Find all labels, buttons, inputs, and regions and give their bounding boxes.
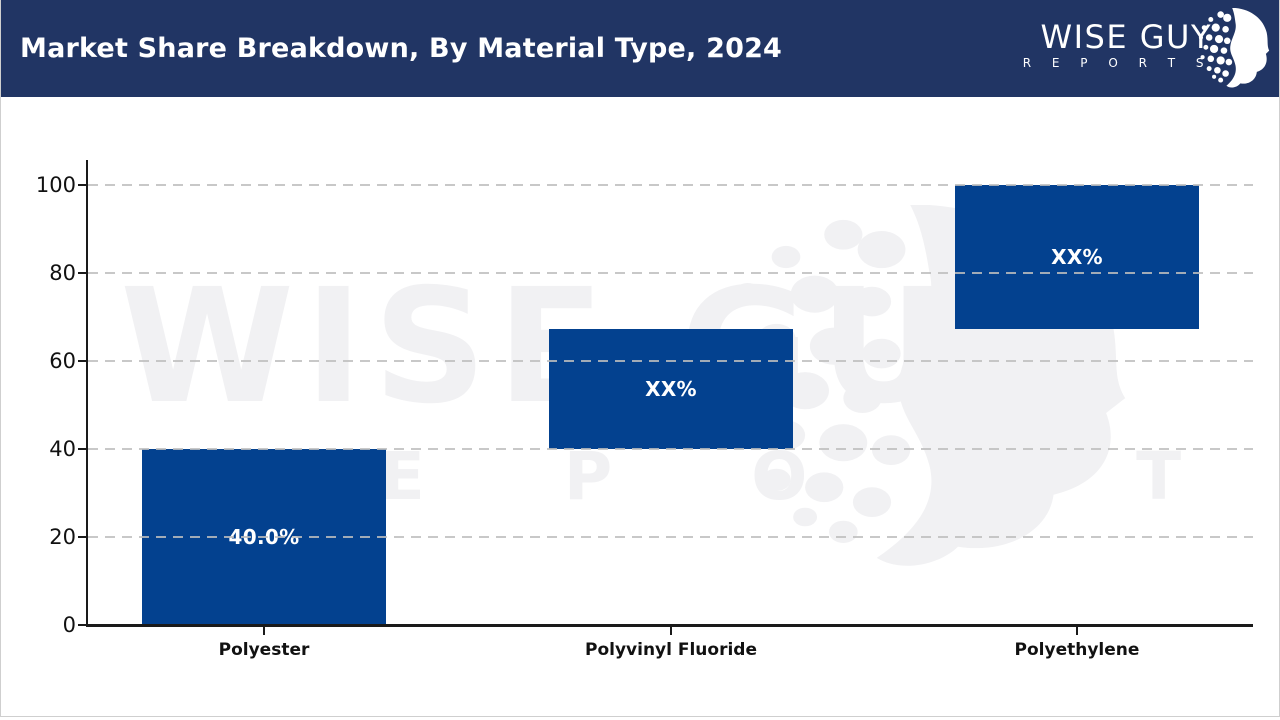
x-tick-mark-1 [670, 627, 672, 635]
bar-value-label: XX% [645, 376, 697, 401]
logo-wordmark: WISE GUY [1040, 18, 1212, 56]
y-tick-mark-0 [78, 624, 86, 626]
y-tick-mark-20 [78, 536, 86, 538]
logo-face-icon [1198, 8, 1270, 88]
y-tick-label-40: 40 [49, 437, 76, 461]
y-tick-mark-80 [78, 272, 86, 274]
chart-plot-area: 40.0% XX% XX% 0 20 40 60 80 100 Polyester Polyviny… [0, 97, 1280, 720]
category-label-1: Polyvinyl Fluoride [584, 640, 758, 660]
y-tick-mark-100 [78, 184, 86, 186]
wise-guy-reports-logo: WISE GUY R E P O R T S [1023, 6, 1270, 94]
logo-text: WISE GUY R E P O R T S [1023, 20, 1212, 70]
y-axis-line [86, 160, 88, 627]
y-tick-label-80: 80 [49, 261, 76, 285]
logo-subtitle: R E P O R T S [1022, 56, 1212, 70]
y-tick-label-20: 20 [49, 525, 76, 549]
y-tick-mark-60 [78, 360, 86, 362]
bar-value-label: XX% [1051, 244, 1103, 269]
header-bar: Market Share Breakdown, By Material Type… [0, 0, 1280, 97]
category-label-2: Polyethylene [1014, 640, 1140, 660]
gridline-80 [88, 272, 1253, 274]
gridline-20 [88, 536, 1253, 538]
gridline-60 [88, 360, 1253, 362]
x-tick-mark-0 [263, 627, 265, 635]
gridline-40 [88, 448, 1253, 450]
bar-polyvinyl-fluoride: XX% [549, 328, 793, 449]
y-tick-label-60: 60 [49, 349, 76, 373]
gridline-100 [88, 184, 1253, 186]
y-tick-mark-40 [78, 448, 86, 450]
y-tick-label-100: 100 [35, 173, 76, 197]
x-tick-mark-2 [1076, 627, 1078, 635]
chart-title: Market Share Breakdown, By Material Type… [20, 33, 783, 64]
bar-polyethylene: XX% [955, 185, 1199, 329]
x-axis-line [86, 624, 1253, 627]
category-label-0: Polyester [218, 640, 310, 660]
y-tick-label-0: 0 [62, 613, 76, 637]
